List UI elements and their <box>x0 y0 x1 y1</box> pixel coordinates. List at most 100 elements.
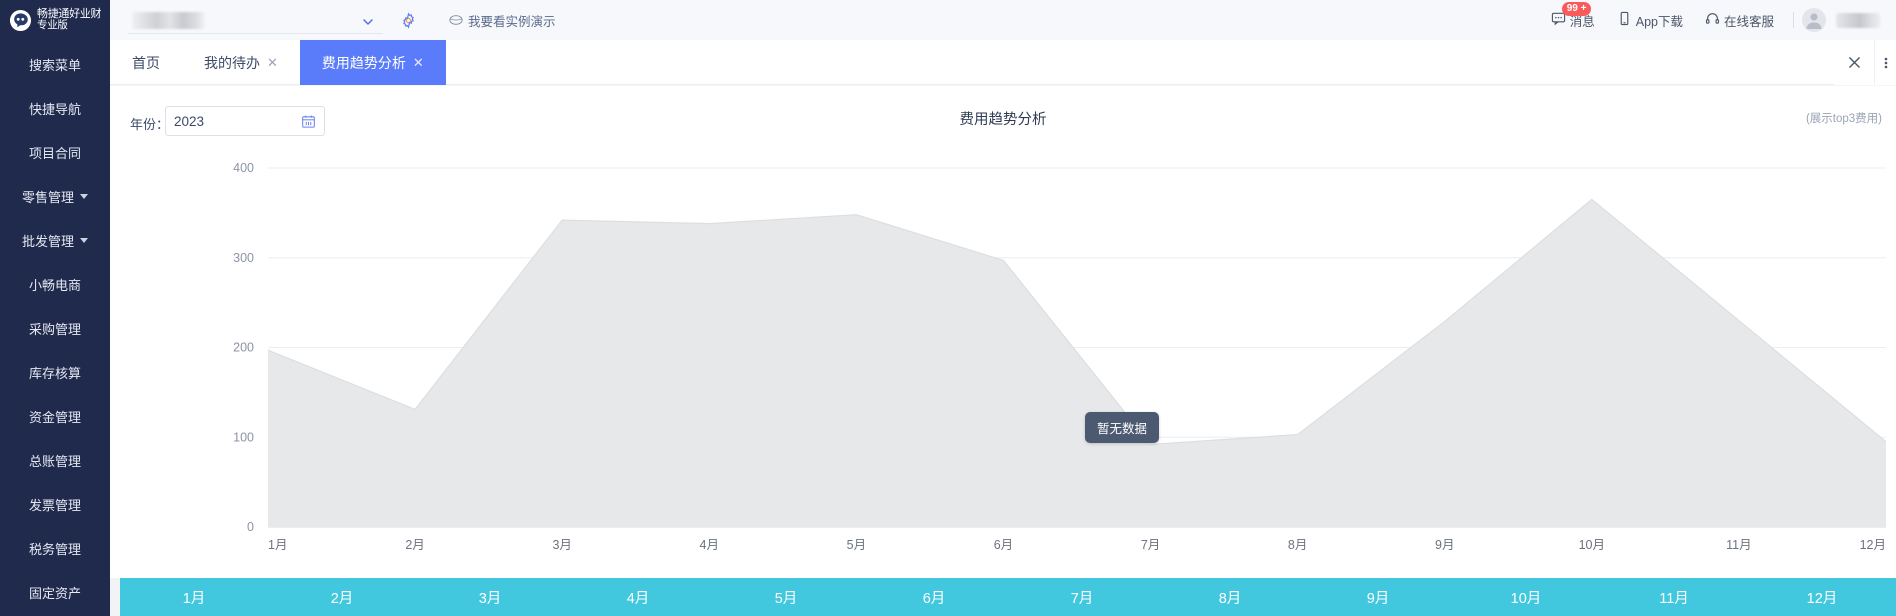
sidebar-item-retail-management[interactable]: 零售管理 <box>0 174 110 218</box>
sidebar-item-search-menu[interactable]: 搜索菜单 <box>0 42 110 86</box>
tab-my-todo[interactable]: 我的待办 ✕ <box>182 40 300 85</box>
area-series-fill <box>268 199 1886 527</box>
chart-note: (展示top3费用) <box>1805 113 1882 125</box>
calendar-icon[interactable] <box>301 114 316 129</box>
x-axis-tick-label: 11月 <box>1726 538 1751 552</box>
sidebar: 搜索菜单 快捷导航 项目合同 零售管理 批发管理 小畅电商 采购管理 库存核算 … <box>0 40 110 616</box>
demo-link[interactable]: 我要看实例演示 <box>449 11 556 30</box>
month-cell-4[interactable]: 4月 <box>626 590 650 607</box>
x-axis-tick-label: 5月 <box>847 538 866 552</box>
month-cell-7[interactable]: 7月 <box>1070 590 1094 607</box>
messages-label: 消息 <box>1569 14 1595 29</box>
sidebar-item-label: 零售管理 <box>21 189 74 205</box>
month-cell-2[interactable]: 2月 <box>330 590 354 607</box>
sidebar-item-fixed-assets[interactable]: 固定资产 <box>0 570 110 614</box>
message-icon <box>1551 11 1566 29</box>
y-axis-tick-label: 100 <box>233 430 254 444</box>
chevron-down-icon[interactable] <box>361 15 375 34</box>
filter-bar: 年份： 2023 <box>110 100 1896 146</box>
messages-badge: 99 + <box>1561 2 1592 16</box>
month-cell-6[interactable]: 6月 <box>922 590 946 607</box>
x-axis-tick-label: 4月 <box>700 538 719 552</box>
x-axis-tick-label: 1月 <box>268 538 287 552</box>
app-download-button[interactable]: App下载 <box>1606 0 1694 40</box>
month-cell-10[interactable]: 10月 <box>1510 590 1542 607</box>
sidebar-item-purchase-management[interactable]: 采购管理 <box>0 306 110 350</box>
tab-label: 费用趋势分析 <box>321 54 406 71</box>
sidebar-item-label: 税务管理 <box>28 541 81 557</box>
more-vertical-icon[interactable] <box>1874 40 1896 85</box>
chart-plot-area: 0 100 200 300 400 1月 2月 3月 4月 5月 6月 7月 8月 9月 10月 11月 12月 <box>110 146 1896 579</box>
sidebar-item-wholesale-management[interactable]: 批发管理 <box>0 218 110 262</box>
sidebar-item-label: 采购管理 <box>28 321 81 337</box>
demo-link-label: 我要看实例演示 <box>468 14 556 29</box>
x-axis-tick-label: 3月 <box>552 538 571 552</box>
y-axis-tick-label: 300 <box>233 251 254 265</box>
close-icon[interactable]: ✕ <box>412 55 424 70</box>
user-profile[interactable] <box>1802 0 1886 40</box>
sidebar-item-project-contract[interactable]: 项目合同 <box>0 130 110 174</box>
month-cell-5[interactable]: 5月 <box>774 590 798 607</box>
sidebar-item-fund-management[interactable]: 资金管理 <box>0 394 110 438</box>
chang-jie-tong-logo-icon <box>9 9 32 32</box>
sidebar-item-invoice-management[interactable]: 发票管理 <box>0 482 110 526</box>
close-all-tabs-button[interactable] <box>1834 40 1874 85</box>
top-header: 畅捷通好业财 专业版 我要看实例演示 <box>0 0 1896 40</box>
sidebar-item-tax-management[interactable]: 税务管理 <box>0 526 110 570</box>
year-input-value: 2023 <box>174 113 205 129</box>
x-axis-tick-label: 12月 <box>1860 538 1886 552</box>
sidebar-item-label: 项目合同 <box>28 145 81 161</box>
tab-label: 首页 <box>132 54 160 71</box>
month-cell-1[interactable]: 1月 <box>182 590 206 607</box>
chart-tooltip: 暂无数据 <box>1085 412 1160 443</box>
close-icon[interactable]: ✕ <box>267 55 278 70</box>
brand-name: 畅捷通好业财 <box>37 7 102 20</box>
month-bar-gutter <box>110 578 120 616</box>
month-cell-9[interactable]: 9月 <box>1366 590 1390 607</box>
x-axis-tick-label: 2月 <box>405 538 424 552</box>
month-cell-12[interactable]: 12月 <box>1806 590 1838 607</box>
x-axis-tick-label: 8月 <box>1288 538 1307 552</box>
expense-trend-area-chart: 0 100 200 300 400 1月 2月 3月 4月 5月 6月 7月 8月 9月 10月 11月 12月 <box>233 161 1887 552</box>
sidebar-item-quick-nav[interactable]: 快捷导航 <box>0 86 110 130</box>
brand-block: 畅捷通好业财 专业版 <box>0 0 110 40</box>
month-cell-8[interactable]: 8月 <box>1218 590 1242 607</box>
sidebar-item-label: 固定资产 <box>28 585 81 601</box>
sidebar-item-inventory-accounting[interactable]: 库存核算 <box>0 350 110 394</box>
month-cell-11[interactable]: 11月 <box>1659 590 1689 607</box>
month-selector-bar: 1月 2月 3月 4月 5月 6月 7月 8月 9月 10月 11月 12月 <box>120 578 1896 616</box>
organization-select[interactable] <box>128 6 383 34</box>
y-axis-tick-label: 400 <box>233 161 254 175</box>
play-circle-icon <box>449 13 463 27</box>
tab-expense-trend-analysis[interactable]: 费用趋势分析 ✕ <box>299 40 446 85</box>
online-service-button[interactable]: 在线客服 <box>1694 0 1785 40</box>
chart-title: 费用趋势分析 <box>959 112 1047 128</box>
gear-icon[interactable] <box>397 9 419 31</box>
sidebar-item-label: 快捷导航 <box>28 101 81 117</box>
x-axis-tick-label: 7月 <box>1141 538 1160 552</box>
chart-card: 年份： 2023 <box>110 86 1896 579</box>
sidebar-item-general-ledger[interactable]: 总账管理 <box>0 438 110 482</box>
tab-home[interactable]: 首页 <box>110 40 182 85</box>
mobile-icon <box>1617 11 1632 29</box>
year-input[interactable]: 2023 <box>165 106 325 136</box>
sidebar-item-label: 小畅电商 <box>28 277 81 293</box>
chevron-down-icon <box>80 193 88 199</box>
header-right-actions: 消息 99 + App下载 <box>1540 0 1896 40</box>
sidebar-item-label: 库存核算 <box>28 365 81 381</box>
y-axis-tick-label: 0 <box>247 520 254 534</box>
user-name-masked <box>1836 12 1880 28</box>
sidebar-item-label: 批发管理 <box>21 233 74 249</box>
year-label: 年份： <box>130 117 170 132</box>
sidebar-item-xiaochang-ecommerce[interactable]: 小畅电商 <box>0 262 110 306</box>
header-divider <box>1793 12 1794 28</box>
y-axis-tick-label: 200 <box>233 341 254 355</box>
tab-label: 我的待办 <box>204 54 260 71</box>
online-service-label: 在线客服 <box>1723 14 1774 29</box>
messages-button[interactable]: 消息 99 + <box>1540 0 1606 40</box>
month-cell-3[interactable]: 3月 <box>478 590 502 607</box>
content-area: 年份： 2023 <box>110 86 1896 616</box>
app-download-label: App下载 <box>1635 14 1683 29</box>
tab-strip: 首页 我的待办 ✕ 费用趋势分析 ✕ <box>110 40 1896 85</box>
